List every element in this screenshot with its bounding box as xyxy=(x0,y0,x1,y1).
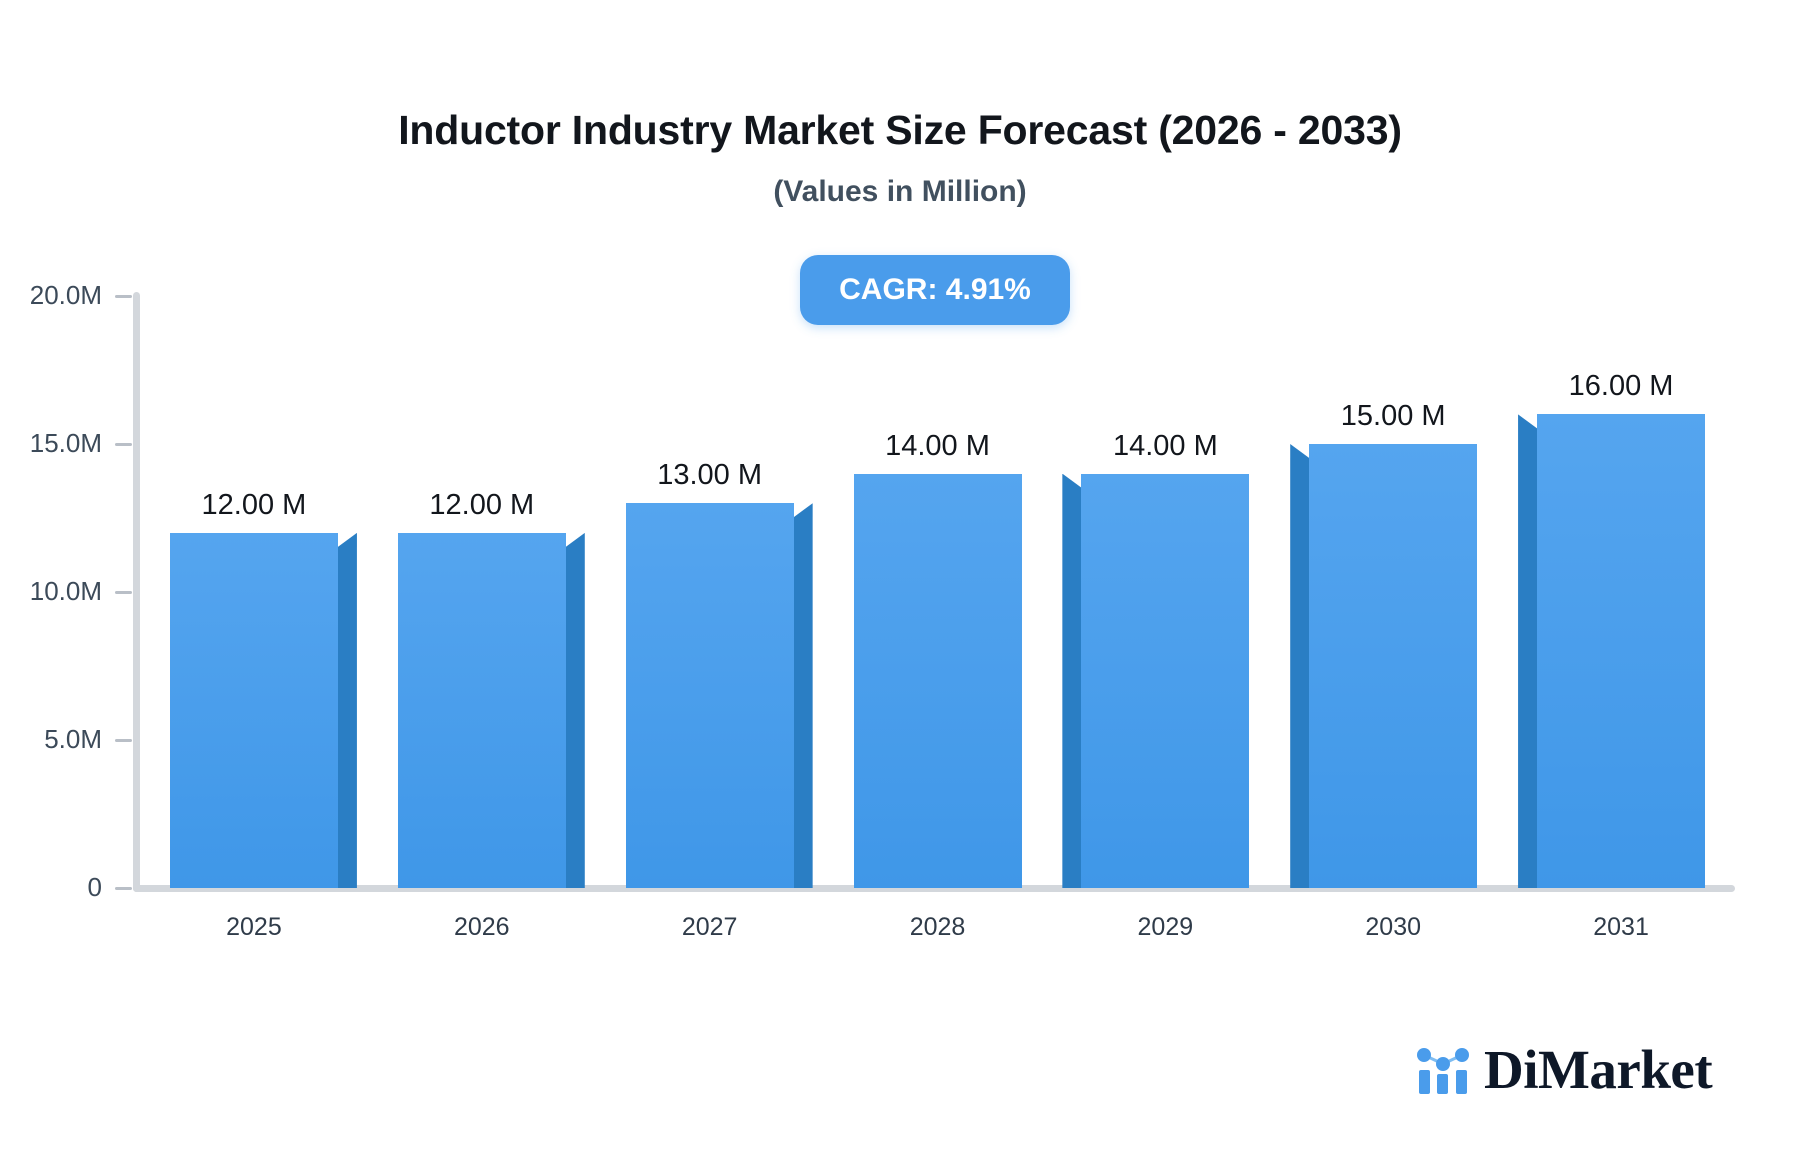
x-axis-category-label: 2028 xyxy=(909,913,966,941)
bar-side-face xyxy=(337,532,357,888)
y-axis-tick-label: 15.0M xyxy=(29,428,102,458)
x-axis-category-label: 2025 xyxy=(226,913,282,941)
y-axis-tick-mark xyxy=(115,590,132,594)
bar-front-face xyxy=(1081,473,1250,888)
brand-logo: DiMarket xyxy=(1415,1039,1713,1100)
x-axis-category-label: 2027 xyxy=(681,913,738,941)
bar-front-face xyxy=(169,532,338,888)
bar-front-face xyxy=(397,532,566,888)
bar: 12.00 M xyxy=(397,490,585,888)
bar-side-face xyxy=(793,503,813,888)
bar-value-label: 14.00 M xyxy=(1112,429,1218,462)
chart-header: Inductor Industry Market Size Forecast (… xyxy=(0,107,1800,209)
page-title: Inductor Industry Market Size Forecast (… xyxy=(398,107,1402,153)
bar: 15.00 M xyxy=(1290,402,1478,888)
bar-front-face xyxy=(853,473,1022,888)
bar: 14.00 M xyxy=(1062,431,1250,888)
bar-side-face xyxy=(1518,414,1538,888)
bar-side-face xyxy=(565,532,585,888)
x-axis-line xyxy=(133,885,1735,892)
bar-value-label: 15.00 M xyxy=(1340,400,1446,432)
y-axis-tick-mark xyxy=(115,294,132,298)
x-axis-category-label: 2029 xyxy=(1137,913,1194,941)
y-axis-tick-label: 0 xyxy=(87,872,102,902)
bar-side-face xyxy=(1290,444,1310,888)
bar: 12.00 M xyxy=(169,490,357,888)
bar-value-label: 13.00 M xyxy=(657,459,763,492)
bar-value-label: 12.00 M xyxy=(429,488,535,521)
bar-side-face xyxy=(1062,473,1082,888)
bar: 13.00 M xyxy=(625,461,813,888)
x-axis-category-label: 2026 xyxy=(453,913,510,941)
logo-wordmark: DiMarket xyxy=(1484,1039,1713,1100)
bar-front-face xyxy=(1309,444,1478,888)
y-axis-tick-mark xyxy=(115,442,132,446)
bar-value-label: 14.00 M xyxy=(885,429,990,462)
y-axis-tick-mark xyxy=(115,738,132,742)
bar-front-face xyxy=(1537,414,1706,888)
y-axis-line xyxy=(133,292,140,892)
bar: 14.00 M xyxy=(853,431,1022,888)
cagr-badge: CAGR: 4.91% xyxy=(800,255,1070,325)
bar-value-label: 16.00 M xyxy=(1568,370,1674,403)
bar-chart-icon xyxy=(1415,1044,1471,1096)
bar-front-face xyxy=(625,503,794,888)
x-axis-category-label: 2031 xyxy=(1593,913,1649,941)
y-axis-tick-label: 10.0M xyxy=(29,576,102,606)
chart-subtitle: (Values in Million) xyxy=(773,175,1027,209)
y-axis-tick-label: 20.0M xyxy=(29,280,102,310)
y-axis-tick-label: 5.0M xyxy=(44,724,102,754)
x-axis-category-label: 2030 xyxy=(1365,913,1422,941)
bar-value-label: 12.00 M xyxy=(201,488,307,521)
y-axis-tick-mark xyxy=(115,886,132,890)
bar: 16.00 M xyxy=(1518,372,1706,888)
